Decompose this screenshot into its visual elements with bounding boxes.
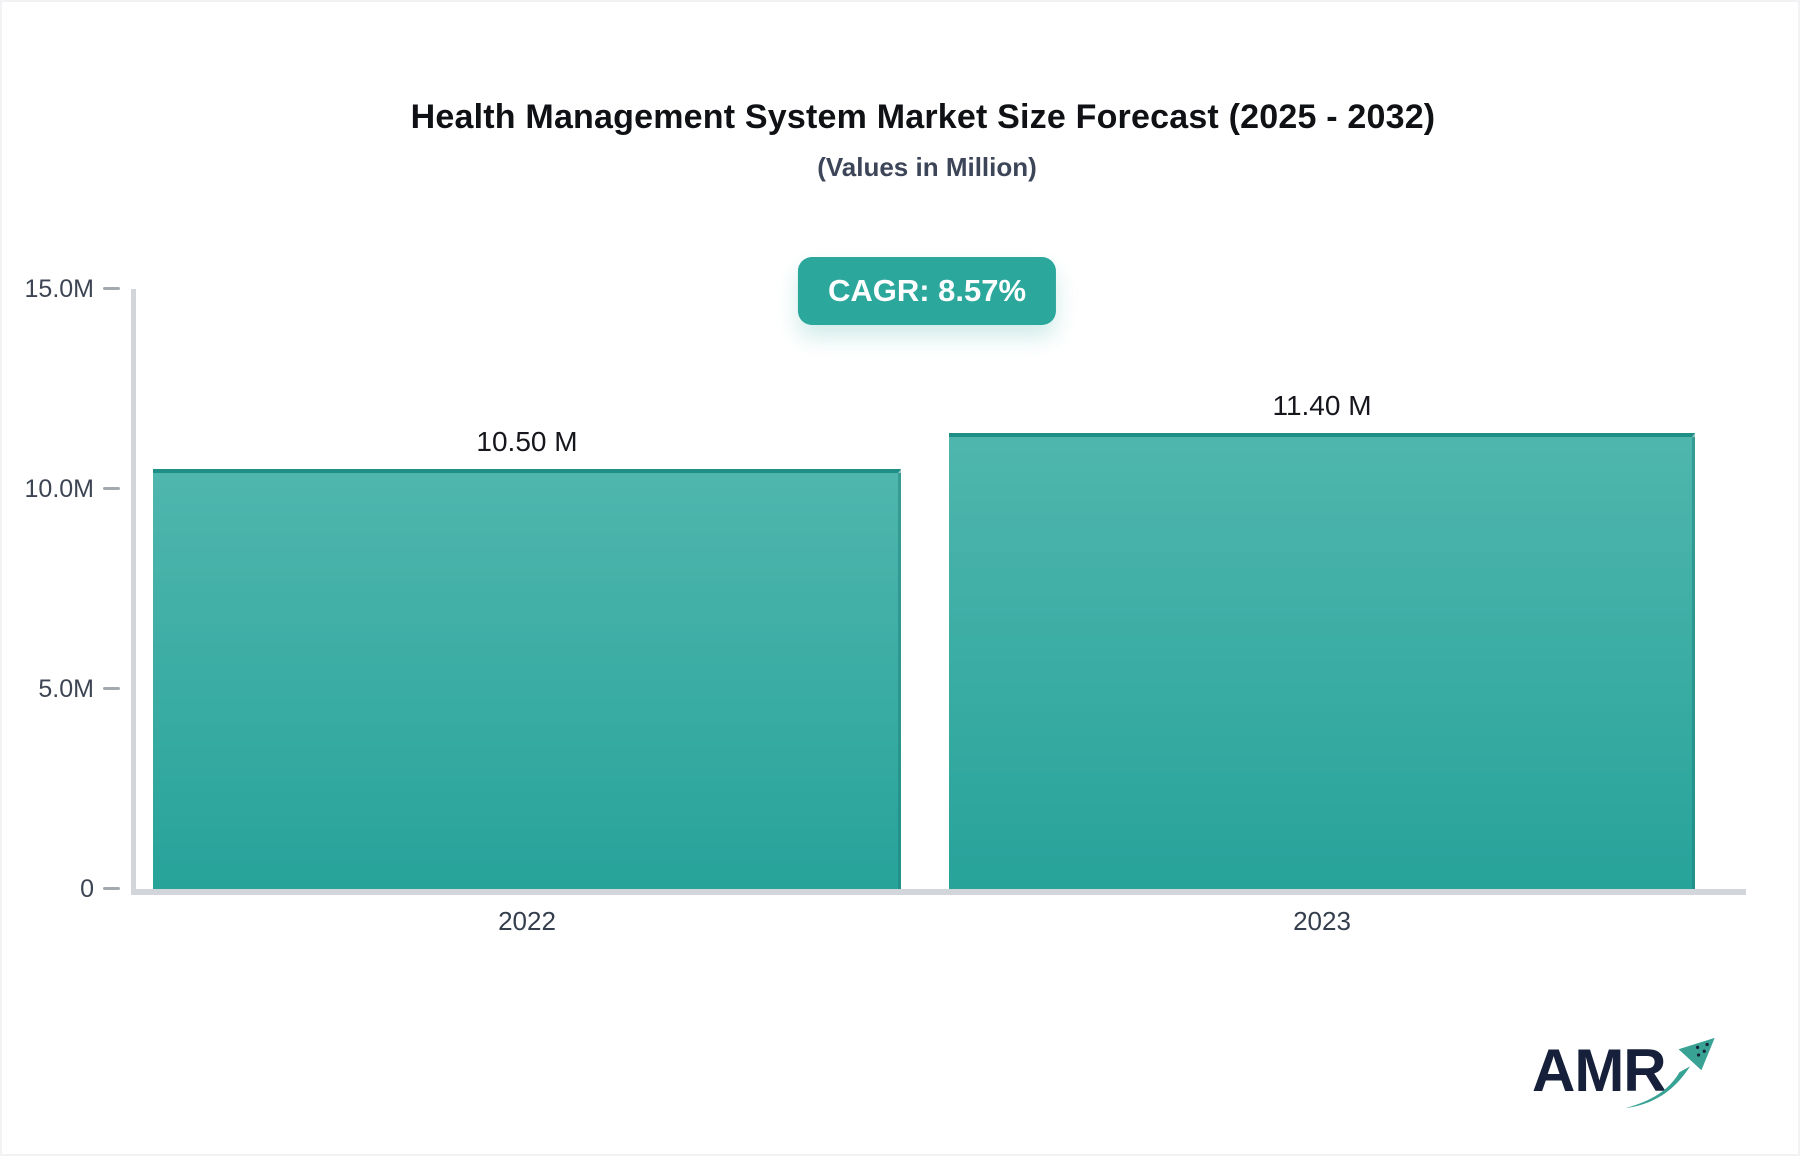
amr-logo-text: AMR <box>1532 1037 1667 1104</box>
y-axis-tick-label: 10.0M <box>24 475 94 503</box>
y-axis-tick-dash <box>103 287 120 290</box>
y-axis-tick-dash <box>103 887 120 890</box>
x-axis-category-label: 2022 <box>498 906 556 936</box>
growth-arrow-icon <box>1625 1037 1715 1109</box>
chart-subtitle: (Values in Million) <box>817 152 1037 182</box>
bar-value-label: 10.50 M <box>476 426 578 457</box>
cagr-badge: CAGR: 8.57% <box>797 257 1057 325</box>
y-axis-tick-label: 15.0M <box>24 275 94 303</box>
x-axis-category-label: 2023 <box>1293 906 1351 936</box>
bar-2022 <box>153 469 901 889</box>
y-axis-line <box>131 289 136 889</box>
chart-title: Health Management System Market Size For… <box>410 98 1436 136</box>
amr-logo: AMR <box>1532 1036 1722 1126</box>
y-axis-tick-label: 5.0M <box>38 675 94 703</box>
y-axis-tick-dash <box>103 687 120 690</box>
bar-2023 <box>949 433 1695 889</box>
y-axis-tick-label: 0 <box>80 875 94 903</box>
bar-value-label: 11.40 M <box>1272 390 1372 421</box>
x-axis-line <box>131 889 1746 895</box>
y-axis-tick-dash <box>103 487 120 490</box>
